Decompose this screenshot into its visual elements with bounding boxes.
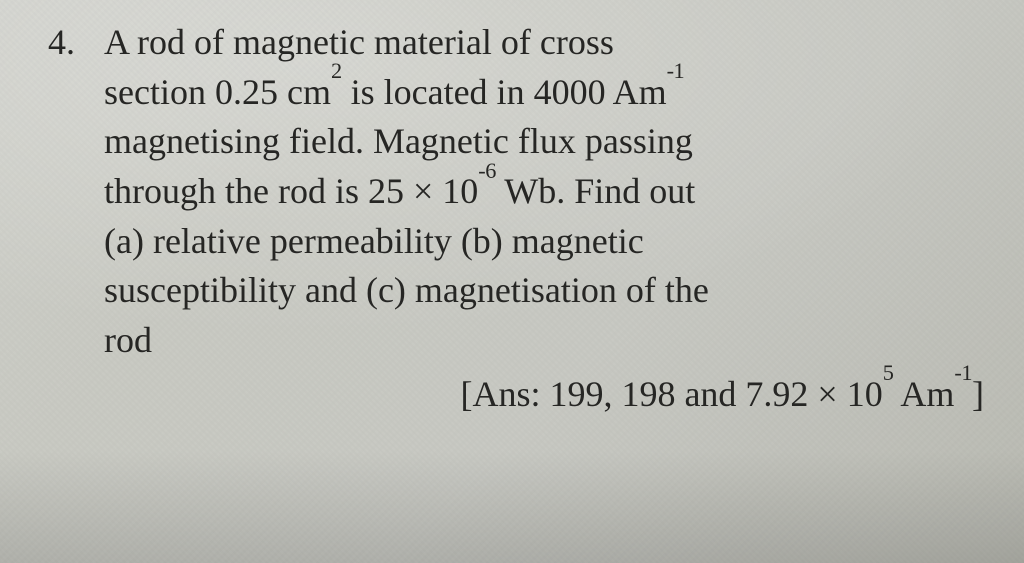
question-text-line-4: through the rod is 25 × 10-6 Wb. Find ou… <box>104 167 986 217</box>
page: 4.A rod of magnetic material of cross se… <box>0 0 1024 563</box>
question-text-line-1: A rod of magnetic material of cross <box>104 22 614 62</box>
question-block: 4.A rod of magnetic material of cross se… <box>48 18 986 419</box>
question-text-line-3: magnetising field. Magnetic flux passing <box>104 117 986 167</box>
question-line-1: 4.A rod of magnetic material of cross <box>48 18 986 68</box>
question-text-line-6: susceptibility and (c) magnetisation of … <box>104 266 986 316</box>
question-text-line-2: section 0.25 cm2 is located in 4000 Am-1 <box>104 68 986 118</box>
question-number: 4. <box>48 18 104 68</box>
answer-line: [Ans: 199, 198 and 7.92 × 105 Am-1] <box>104 370 986 420</box>
question-text-line-5: (a) relative permeability (b) magnetic <box>104 217 986 267</box>
question-text-line-7: rod <box>104 316 986 366</box>
